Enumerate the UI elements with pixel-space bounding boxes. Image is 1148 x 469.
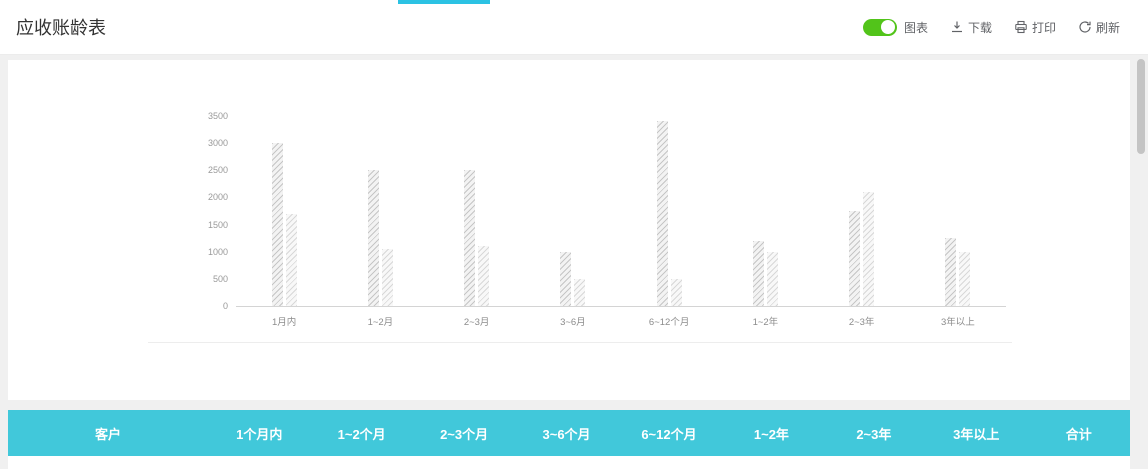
refresh-label: 刷新	[1095, 20, 1120, 35]
bar	[766, 251, 778, 306]
table-header-cell: 1个月内	[236, 426, 283, 442]
vertical-scrollbar[interactable]	[1135, 57, 1147, 467]
toggle-knob	[880, 20, 895, 34]
refresh-button[interactable]: 刷新	[1078, 19, 1120, 36]
table-header-cell: 1~2年	[753, 426, 789, 442]
bar	[670, 278, 682, 306]
bar-group: 2~3年	[814, 117, 910, 328]
x-category-label: 1~2年	[752, 317, 779, 328]
x-category-label: 1月内	[271, 317, 297, 328]
bars	[271, 143, 297, 306]
bar	[849, 211, 861, 306]
print-button[interactable]: 打印	[1014, 19, 1056, 36]
bar-group: 3年以上	[910, 117, 1006, 328]
bars	[945, 238, 971, 306]
bar	[959, 251, 971, 306]
y-tick-label: 1000	[207, 246, 228, 257]
bar-group: 1月内	[236, 117, 332, 328]
bar	[367, 170, 379, 306]
scrollbar-thumb[interactable]	[1137, 59, 1145, 154]
table-header-cell: 3~6个月	[542, 426, 591, 442]
x-category-label: 6~12个月	[648, 317, 690, 328]
table-header-cell: 2~3个月	[440, 426, 489, 442]
bar	[560, 251, 572, 306]
toolbar: 图表 下载 打印 刷新	[862, 18, 1120, 36]
bars	[656, 121, 682, 306]
top-tab-indicator	[398, 0, 490, 4]
print-icon	[1015, 20, 1027, 34]
download-label: 下载	[967, 20, 992, 35]
toggle-switch-icon[interactable]	[862, 18, 897, 36]
page-header: 应收账龄表 图表 下载 打印	[0, 0, 1148, 55]
page-title: 应收账龄表	[16, 18, 106, 38]
x-category-label: 3~6月	[560, 317, 586, 328]
download-icon	[951, 21, 962, 33]
bar-group: 1~2年	[717, 117, 813, 328]
chart-toggle-label: 图表	[903, 20, 928, 35]
bars	[752, 240, 778, 306]
y-tick-label: 500	[212, 273, 228, 284]
bar	[752, 240, 764, 306]
bar-group: 6~12个月	[621, 117, 717, 328]
bar	[863, 192, 875, 306]
table-header-cell: 客户	[94, 426, 121, 442]
bar-group: 3~6月	[525, 117, 621, 328]
bar	[478, 246, 490, 306]
content: 0 500 1000 1500 2000 2500 3000 3500 1月内 1~2月 2~3月…	[8, 60, 1130, 469]
y-axis: 0 500 1000 1500 2000 2500 3000 3500	[184, 112, 228, 311]
table-header-cell: 6~12个月	[641, 426, 697, 442]
table-header-cell: 1~2个月	[337, 426, 386, 442]
bar-group: 2~3月	[429, 117, 525, 328]
y-tick-label: 1500	[207, 219, 228, 230]
bar	[574, 278, 586, 306]
aging-bar-chart: 0 500 1000 1500 2000 2500 3000 3500 1月内 1~2月 2~3月…	[208, 112, 1006, 333]
refresh-icon	[1079, 21, 1091, 33]
bars	[464, 170, 490, 306]
bar	[464, 170, 476, 306]
y-tick-label: 2000	[207, 192, 228, 203]
bar-group: 1~2月	[332, 117, 428, 328]
y-tick-label: 3500	[207, 111, 228, 121]
bars	[367, 170, 393, 306]
bar	[271, 143, 283, 306]
bar	[945, 238, 957, 306]
x-category-label: 2~3月	[463, 317, 490, 328]
y-tick-label: 2500	[207, 165, 228, 176]
y-tick-label: 0	[222, 301, 228, 311]
print-label: 打印	[1031, 20, 1056, 35]
table-header-cell: 2~3年	[856, 426, 892, 442]
table-header-cell: 3年以上	[953, 426, 1000, 442]
bars	[560, 251, 586, 306]
bar	[656, 121, 668, 306]
bar	[381, 249, 393, 306]
bars	[849, 192, 875, 306]
download-button[interactable]: 下载	[950, 19, 992, 36]
x-category-label: 2~3年	[848, 317, 875, 328]
chart-toggle[interactable]: 图表	[862, 18, 928, 36]
table-body	[8, 456, 1130, 469]
plot-area: 1月内 1~2月 2~3月 3~6月 6~12个月 1~2年 2~3年 3年以上	[236, 117, 1006, 328]
x-category-label: 3年以上	[940, 317, 975, 328]
chart-panel: 0 500 1000 1500 2000 2500 3000 3500 1月内 1~2月 2~3月…	[8, 60, 1130, 400]
chart-bottom-divider	[148, 342, 1012, 343]
y-tick-label: 3000	[207, 138, 228, 149]
x-category-label: 1~2月	[367, 317, 394, 328]
table-header-cell: 合计	[1065, 426, 1092, 442]
table-header-row: 客户 1个月内 1~2个月 2~3个月 3~6个月 6~12个月 1~2年 2~3年 3年以上 合…	[8, 410, 1130, 456]
bar	[285, 213, 297, 306]
